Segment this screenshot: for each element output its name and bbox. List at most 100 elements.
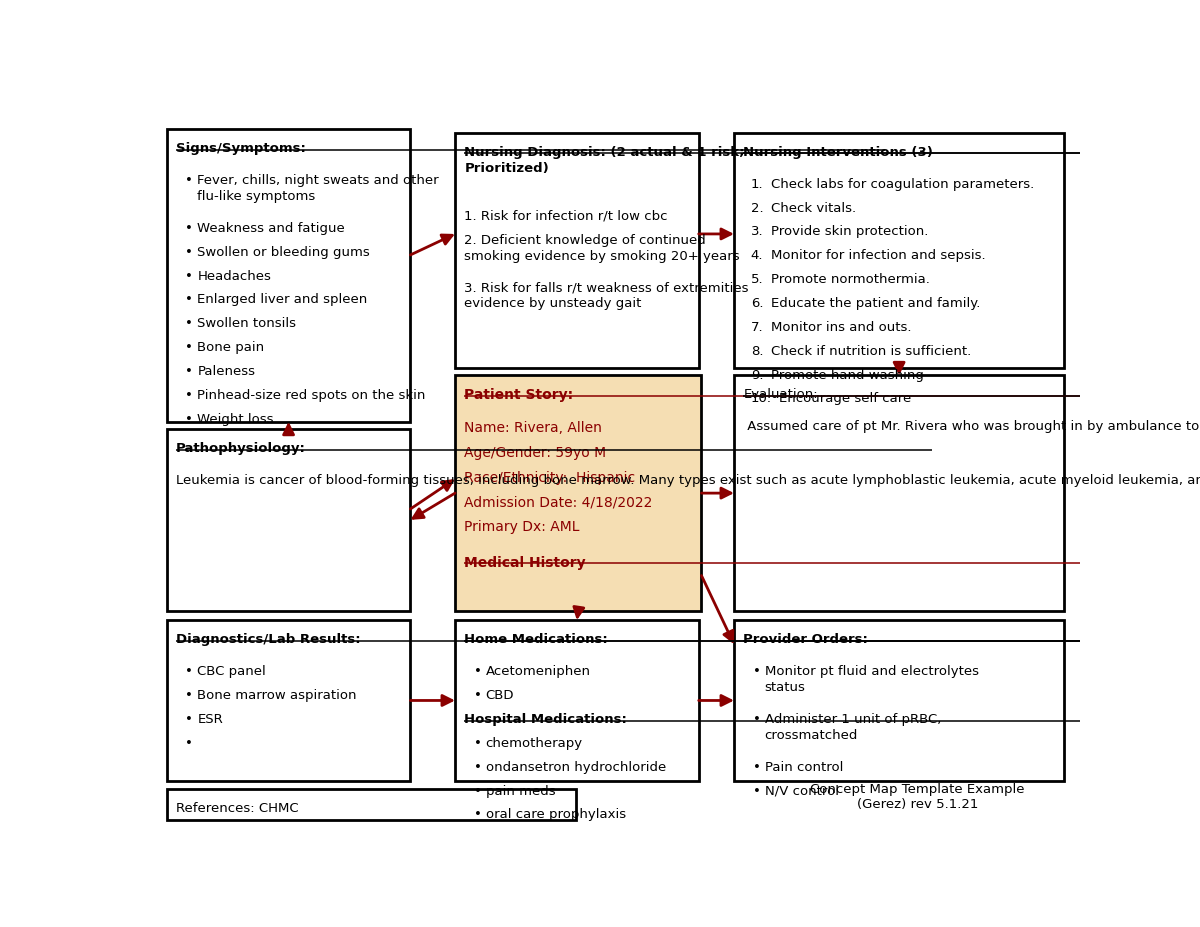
- Text: Name: Rivera, Allen: Name: Rivera, Allen: [464, 422, 602, 436]
- Text: 8.: 8.: [751, 345, 763, 358]
- Text: Headaches: Headaches: [198, 270, 271, 283]
- Text: 1.: 1.: [751, 178, 763, 191]
- Text: 2.: 2.: [751, 201, 763, 214]
- Text: •: •: [185, 294, 193, 307]
- Text: •: •: [474, 784, 481, 797]
- Text: Signs/Symptoms:: Signs/Symptoms:: [176, 142, 306, 155]
- Text: •: •: [474, 666, 481, 679]
- Text: Hospital Medications:: Hospital Medications:: [464, 713, 628, 726]
- Text: Promote normothermia.: Promote normothermia.: [772, 273, 930, 286]
- Text: Bone marrow aspiration: Bone marrow aspiration: [198, 689, 356, 702]
- Text: •: •: [185, 737, 193, 750]
- Text: Race/Ethnicity:  Hispanic: Race/Ethnicity: Hispanic: [464, 471, 636, 485]
- FancyBboxPatch shape: [455, 375, 702, 611]
- Text: Swollen or bleeding gums: Swollen or bleeding gums: [198, 246, 370, 259]
- Text: •: •: [185, 270, 193, 283]
- FancyBboxPatch shape: [167, 790, 576, 820]
- Text: Pathophysiology:: Pathophysiology:: [176, 442, 306, 455]
- Text: Provide skin protection.: Provide skin protection.: [772, 225, 929, 238]
- FancyBboxPatch shape: [167, 620, 410, 781]
- Text: •: •: [752, 761, 761, 774]
- Text: 3. Risk for falls r/t weakness of extremities
evidence by unsteady gait: 3. Risk for falls r/t weakness of extrem…: [464, 282, 749, 311]
- FancyBboxPatch shape: [734, 375, 1064, 611]
- Text: Nursing Diagnosis: (2 actual & 1 risk;
Prioritized): Nursing Diagnosis: (2 actual & 1 risk; P…: [464, 146, 745, 174]
- FancyBboxPatch shape: [167, 129, 410, 422]
- Text: •: •: [185, 222, 193, 235]
- Text: Monitor for infection and sepsis.: Monitor for infection and sepsis.: [772, 249, 986, 262]
- Text: oral care prophylaxis: oral care prophylaxis: [486, 808, 626, 821]
- Text: 3.: 3.: [751, 225, 763, 238]
- Text: •: •: [185, 388, 193, 402]
- Text: ondansetron hydrochloride: ondansetron hydrochloride: [486, 761, 666, 774]
- Text: References: CHMC: References: CHMC: [176, 802, 299, 815]
- Text: Fever, chills, night sweats and other
flu-like symptoms: Fever, chills, night sweats and other fl…: [198, 174, 439, 203]
- Text: Weight loss: Weight loss: [198, 413, 274, 425]
- Text: Home Medications:: Home Medications:: [464, 633, 608, 646]
- Text: •: •: [185, 174, 193, 187]
- Text: 1. Risk for infection r/t low cbc: 1. Risk for infection r/t low cbc: [464, 210, 668, 222]
- FancyBboxPatch shape: [167, 429, 410, 611]
- Text: Educate the patient and family.: Educate the patient and family.: [772, 297, 980, 310]
- Text: Leukemia is cancer of blood-forming tissues, including bone marrow. Many types e: Leukemia is cancer of blood-forming tiss…: [176, 474, 1200, 487]
- Text: •: •: [752, 666, 761, 679]
- Text: Promote hand washing: Promote hand washing: [772, 369, 924, 382]
- Text: •: •: [185, 246, 193, 259]
- Text: Weakness and fatigue: Weakness and fatigue: [198, 222, 346, 235]
- Text: 5.: 5.: [751, 273, 763, 286]
- Text: •: •: [752, 713, 761, 726]
- Text: ESR: ESR: [198, 713, 223, 726]
- Text: Paleness: Paleness: [198, 365, 256, 378]
- Text: CBD: CBD: [486, 689, 515, 702]
- Text: Swollen tonsils: Swollen tonsils: [198, 317, 296, 330]
- Text: Enlarged liver and spleen: Enlarged liver and spleen: [198, 294, 367, 307]
- FancyBboxPatch shape: [455, 133, 698, 368]
- Text: •: •: [474, 808, 481, 821]
- Text: 6.: 6.: [751, 297, 763, 310]
- Text: •: •: [752, 784, 761, 797]
- Text: •: •: [185, 341, 193, 354]
- Text: •: •: [185, 689, 193, 702]
- Text: 10.: 10.: [751, 392, 772, 405]
- Text: CBC panel: CBC panel: [198, 666, 266, 679]
- Text: Diagnostics/Lab Results:: Diagnostics/Lab Results:: [176, 633, 361, 646]
- Text: Acetomeniphen: Acetomeniphen: [486, 666, 590, 679]
- Text: Admission Date: 4/18/2022: Admission Date: 4/18/2022: [464, 495, 653, 509]
- Text: Patient Story:: Patient Story:: [464, 388, 574, 402]
- Text: N/V control: N/V control: [764, 784, 839, 797]
- Text: Monitor ins and outs.: Monitor ins and outs.: [772, 321, 912, 334]
- Text: Nursing Interventions (3): Nursing Interventions (3): [743, 146, 934, 159]
- Text: Pinhead-size red spots on the skin: Pinhead-size red spots on the skin: [198, 388, 426, 402]
- Text: Concept Map Template Example
(Gerez) rev 5.1.21: Concept Map Template Example (Gerez) rev…: [810, 782, 1025, 811]
- Text: •: •: [474, 737, 481, 750]
- Text: •: •: [185, 365, 193, 378]
- Text: Provider Orders:: Provider Orders:: [743, 633, 869, 646]
- Text: •: •: [474, 761, 481, 774]
- Text: Bone pain: Bone pain: [198, 341, 264, 354]
- Text: 4.: 4.: [751, 249, 763, 262]
- Text: Check if nutrition is sufficient.: Check if nutrition is sufficient.: [772, 345, 972, 358]
- Text: 2. Deficient knowledge of continued
smoking evidence by smoking 20+ years: 2. Deficient knowledge of continued smok…: [464, 234, 740, 262]
- Text: Monitor pt fluid and electrolytes
status: Monitor pt fluid and electrolytes status: [764, 666, 979, 694]
- Text: Pain control: Pain control: [764, 761, 844, 774]
- Text: Medical History: Medical History: [464, 555, 586, 570]
- Text: •: •: [185, 713, 193, 726]
- Text: Assumed care of pt Mr. Rivera who was brought in by ambulance to the ER from a n: Assumed care of pt Mr. Rivera who was br…: [743, 421, 1200, 434]
- Text: Evaluation:: Evaluation:: [743, 388, 818, 401]
- Text: •: •: [185, 413, 193, 425]
- Text: chemotherapy: chemotherapy: [486, 737, 583, 750]
- Text: •: •: [185, 666, 193, 679]
- Text: Primary Dx: AML: Primary Dx: AML: [464, 520, 580, 534]
- Text: Administer 1 unit of pRBC,
crossmatched: Administer 1 unit of pRBC, crossmatched: [764, 713, 941, 742]
- Text: pain meds: pain meds: [486, 784, 556, 797]
- Text: 7.: 7.: [751, 321, 763, 334]
- Text: •: •: [185, 317, 193, 330]
- Text: Check vitals.: Check vitals.: [772, 201, 857, 214]
- Text: Encourage self care: Encourage self care: [779, 392, 911, 405]
- FancyBboxPatch shape: [734, 620, 1064, 781]
- Text: 9.: 9.: [751, 369, 763, 382]
- Text: Age/Gender: 59yo M: Age/Gender: 59yo M: [464, 446, 606, 460]
- FancyBboxPatch shape: [734, 133, 1064, 368]
- Text: Check labs for coagulation parameters.: Check labs for coagulation parameters.: [772, 178, 1034, 191]
- FancyBboxPatch shape: [455, 620, 698, 781]
- Text: •: •: [474, 689, 481, 702]
